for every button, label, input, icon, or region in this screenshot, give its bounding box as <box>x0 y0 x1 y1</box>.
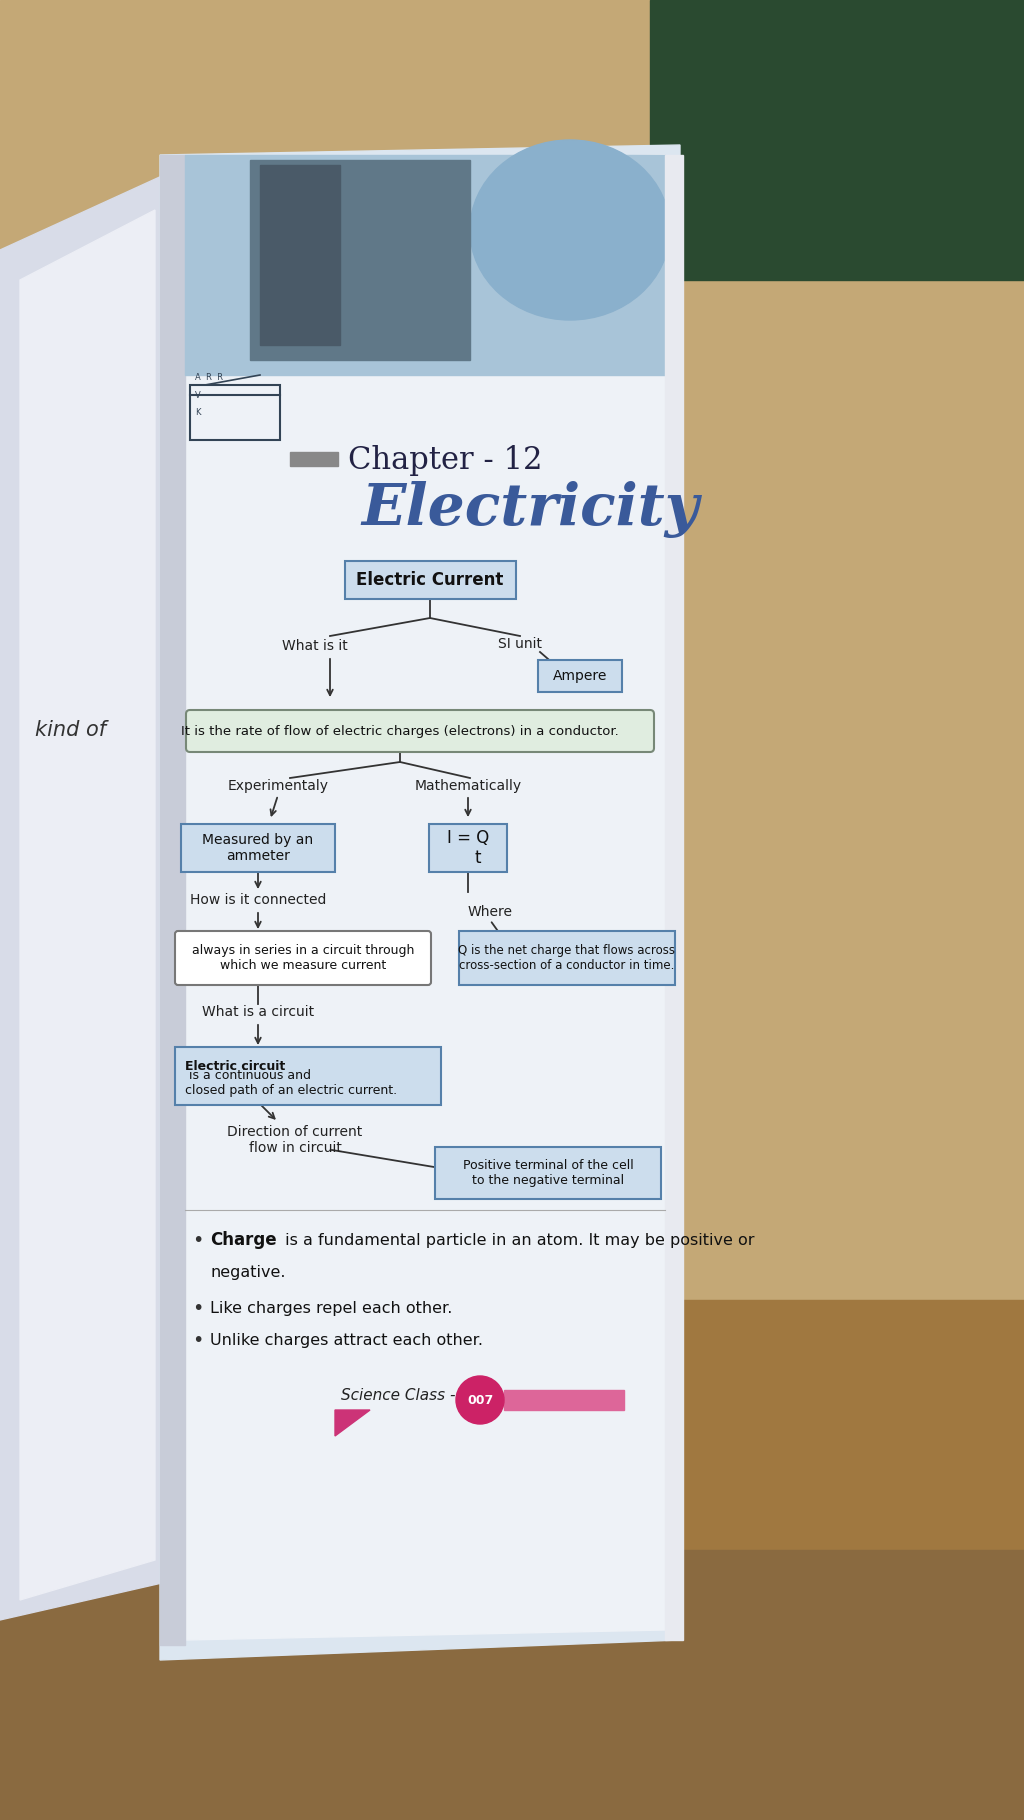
Text: Direction of current
flow in circuit: Direction of current flow in circuit <box>227 1125 362 1156</box>
Bar <box>650 0 1024 280</box>
Bar <box>250 160 470 360</box>
Text: always in series in a circuit through
which we measure current: always in series in a circuit through wh… <box>191 945 414 972</box>
Text: SI unit: SI unit <box>498 637 542 652</box>
Bar <box>160 155 185 1645</box>
Text: Q is the net charge that flows across
cross-section of a conductor in time.: Q is the net charge that flows across cr… <box>459 945 676 972</box>
Text: Charge: Charge <box>210 1230 276 1249</box>
Text: What is a circuit: What is a circuit <box>202 1005 314 1019</box>
Text: Electric circuit: Electric circuit <box>185 1061 286 1074</box>
FancyBboxPatch shape <box>181 824 335 872</box>
Bar <box>290 451 338 466</box>
FancyBboxPatch shape <box>186 710 654 752</box>
Text: Electricity: Electricity <box>361 482 698 539</box>
Polygon shape <box>20 209 155 1600</box>
Text: Science Class - 10: Science Class - 10 <box>341 1387 479 1403</box>
Text: negative.: negative. <box>210 1265 286 1279</box>
FancyBboxPatch shape <box>459 932 675 985</box>
FancyBboxPatch shape <box>175 1046 441 1105</box>
Text: Where: Where <box>468 905 512 919</box>
Text: Chapter - 12: Chapter - 12 <box>348 444 543 475</box>
Bar <box>185 155 665 375</box>
Polygon shape <box>335 1410 370 1436</box>
Text: kind of: kind of <box>35 721 106 741</box>
Text: Unlike charges attract each other.: Unlike charges attract each other. <box>210 1332 483 1347</box>
Polygon shape <box>185 155 665 1640</box>
Text: Experimentaly: Experimentaly <box>227 779 329 794</box>
Polygon shape <box>160 146 680 1660</box>
Text: Mathematically: Mathematically <box>415 779 521 794</box>
Text: Positive terminal of the cell
to the negative terminal: Positive terminal of the cell to the neg… <box>463 1159 634 1187</box>
Text: Electric Current: Electric Current <box>356 571 504 590</box>
Bar <box>0 1299 1024 1820</box>
Bar <box>665 155 683 1640</box>
Text: is a fundamental particle in an atom. It may be positive or: is a fundamental particle in an atom. It… <box>280 1232 755 1247</box>
Text: Ampere: Ampere <box>553 670 607 682</box>
Circle shape <box>456 1376 504 1423</box>
Text: is a continuous and
closed path of an electric current.: is a continuous and closed path of an el… <box>185 1068 397 1097</box>
Text: K: K <box>195 408 201 417</box>
Text: Like charges repel each other.: Like charges repel each other. <box>210 1301 453 1316</box>
Text: V: V <box>195 391 201 400</box>
Bar <box>0 1551 1024 1820</box>
Text: I = Q
    t: I = Q t <box>446 828 489 868</box>
FancyBboxPatch shape <box>538 661 622 692</box>
FancyBboxPatch shape <box>429 824 507 872</box>
Text: •: • <box>193 1330 204 1349</box>
Text: It is the rate of flow of electric charges (electrons) in a conductor.: It is the rate of flow of electric charg… <box>181 724 618 737</box>
Text: A  R  R: A R R <box>195 373 223 382</box>
Bar <box>260 166 340 346</box>
Text: What is it: What is it <box>283 639 348 653</box>
Polygon shape <box>0 169 175 1620</box>
Ellipse shape <box>470 140 670 320</box>
Bar <box>190 386 280 440</box>
Text: •: • <box>193 1230 204 1250</box>
Bar <box>504 1390 624 1410</box>
Text: Measured by an
ammeter: Measured by an ammeter <box>203 834 313 863</box>
FancyBboxPatch shape <box>344 561 515 599</box>
Text: 007: 007 <box>467 1394 494 1407</box>
Text: •: • <box>193 1298 204 1318</box>
FancyBboxPatch shape <box>435 1147 662 1199</box>
FancyBboxPatch shape <box>175 932 431 985</box>
Text: How is it connected: How is it connected <box>189 894 327 906</box>
